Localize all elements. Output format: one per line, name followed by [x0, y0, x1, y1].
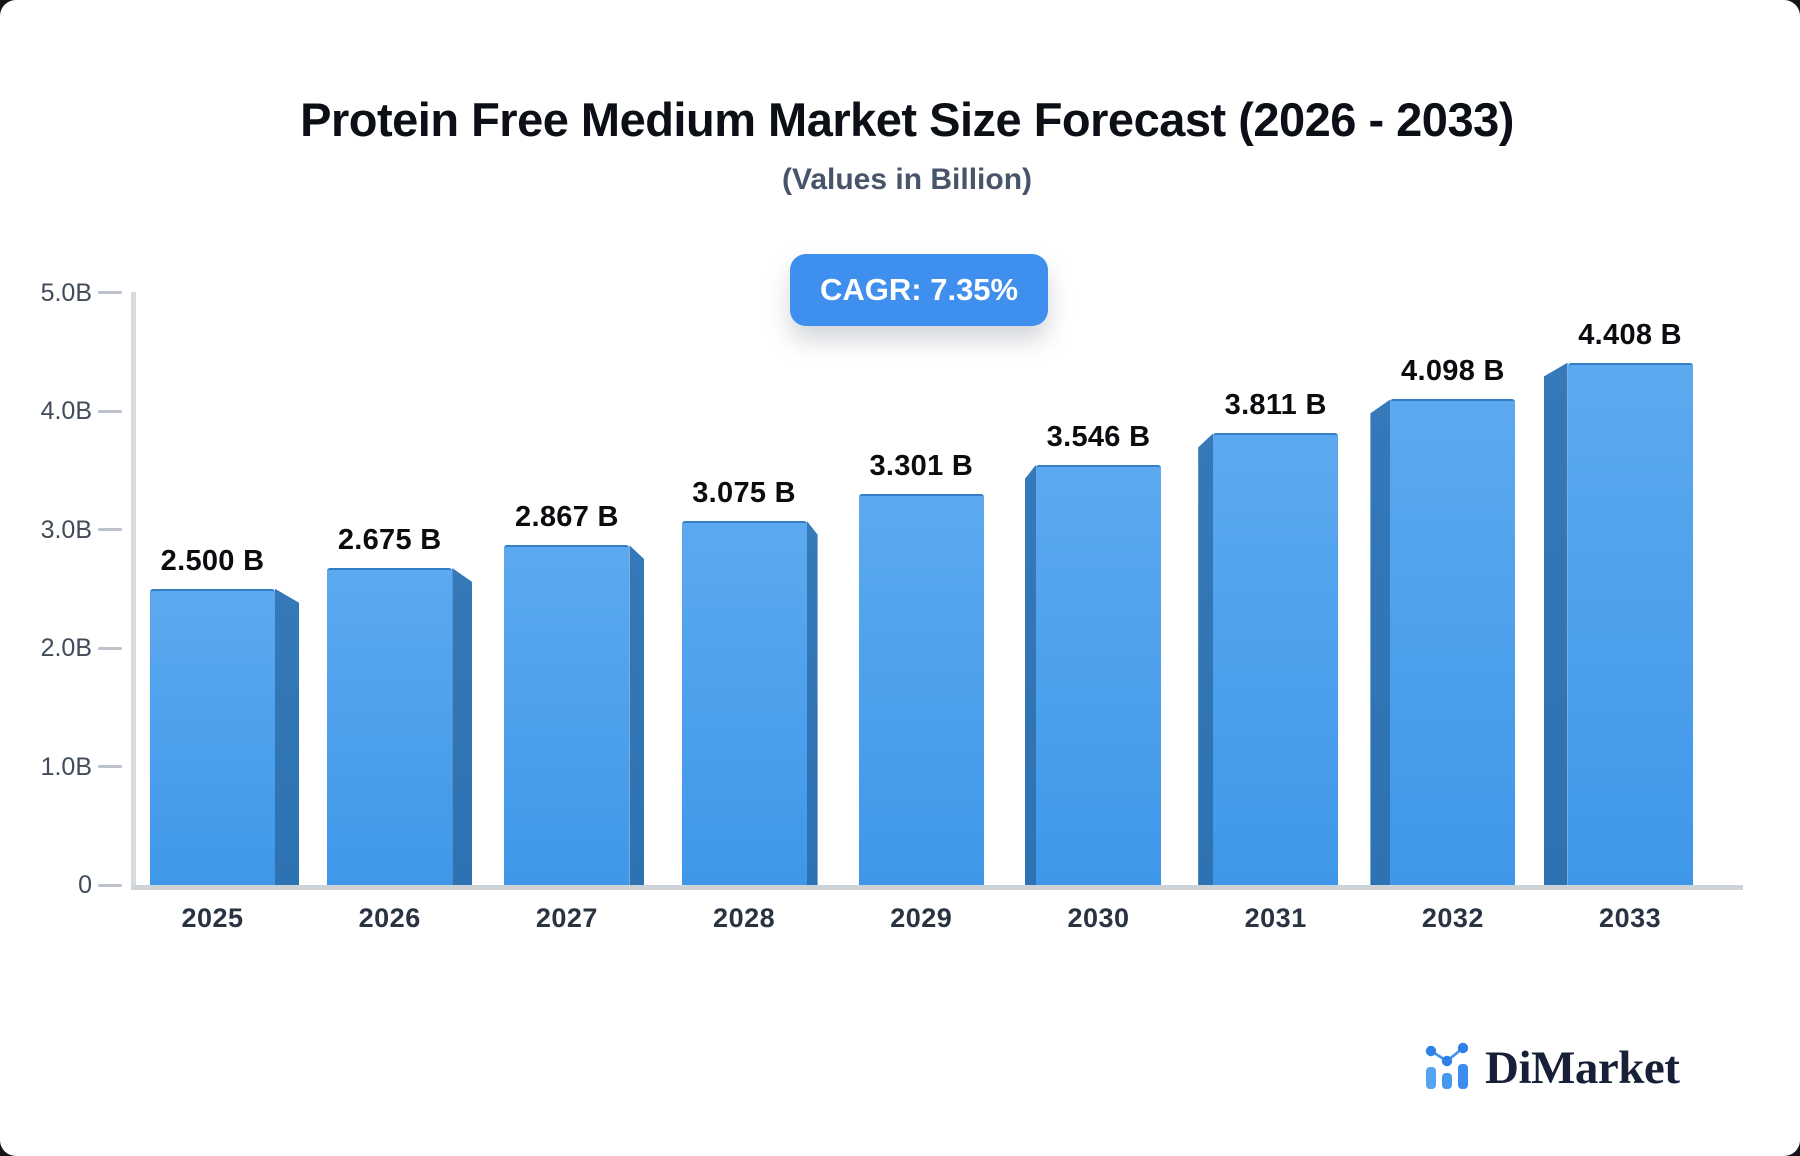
y-tick-label: 4.0B [40, 397, 92, 425]
x-axis-label-2028: 2028 [713, 903, 776, 933]
bar-value-label: 2.500 B [160, 544, 265, 577]
bar-2027 [504, 545, 630, 889]
y-tick-dash [98, 409, 122, 413]
bar-2028 [681, 520, 807, 889]
bar-value-label: 4.098 B [1401, 355, 1505, 388]
bar-value-label: 2.675 B [337, 524, 442, 556]
bar-2025 [150, 588, 275, 889]
y-tick-dash [98, 528, 122, 531]
bar-2030 [1036, 464, 1161, 889]
x-axis-label-2030: 2030 [1067, 903, 1130, 933]
y-tick-dash [98, 646, 122, 650]
bar-side-face-2031 [1198, 433, 1214, 887]
x-axis-label-2026: 2026 [358, 903, 421, 933]
chart-title: Protein Free Medium Market Size Forecast… [300, 93, 1514, 146]
bar-side-face-2025 [275, 588, 299, 887]
y-tick-label: 0 [78, 871, 92, 899]
bar-side-face-2027 [629, 545, 645, 887]
y-tick-dash [98, 291, 122, 294]
y-tick-label: 1.0B [40, 752, 92, 781]
bar-value-label: 4.408 B [1578, 318, 1682, 351]
y-tick-dash [98, 883, 122, 887]
y-tick-label: 3.0B [40, 515, 92, 544]
bar-value-label: 3.075 B [692, 476, 796, 509]
bar-value-label: 3.811 B [1224, 389, 1327, 422]
bar-side-face-2030 [1025, 464, 1036, 887]
bar-value-label: 2.867 B [515, 501, 619, 534]
chart-header: Protein Free Medium Market Size Forecast… [7, 92, 1800, 197]
y-tick-dash [98, 765, 122, 768]
bar-side-face-2032 [1370, 399, 1391, 887]
bar-side-face-2026 [452, 568, 473, 887]
bar-2026 [327, 568, 453, 889]
y-tick-label: 2.0B [40, 634, 92, 662]
x-axis-label-2027: 2027 [535, 903, 598, 933]
x-axis-line [131, 885, 1743, 890]
y-axis-line [131, 292, 136, 886]
bar-2032 [1390, 399, 1516, 889]
bar-side-face-2033 [1543, 362, 1568, 887]
bar-side-face-2028 [806, 520, 818, 887]
bar-line-chart-icon [1425, 1042, 1469, 1089]
x-axis-label-2032: 2032 [1421, 903, 1484, 933]
x-axis-label-2029: 2029 [890, 903, 953, 933]
brand-wordmark: DiMarket [1485, 1042, 1680, 1094]
x-axis-label-2025: 2025 [181, 903, 244, 933]
bar-2031 [1213, 433, 1339, 889]
chart-subtitle: (Values in Billion) [781, 163, 1033, 196]
bar-value-label: 3.301 B [869, 449, 974, 482]
bar-2029 [858, 493, 984, 889]
bar-value-label: 3.546 B [1046, 420, 1151, 453]
y-tick-label: 5.0B [40, 278, 92, 307]
brand-logo: DiMarket [1423, 1042, 1680, 1094]
x-axis-label-2031: 2031 [1244, 903, 1307, 933]
cagr-badge: CAGR: 7.35% [790, 254, 1049, 326]
bar-2033 [1567, 362, 1693, 889]
x-axis-label-2033: 2033 [1599, 903, 1662, 933]
